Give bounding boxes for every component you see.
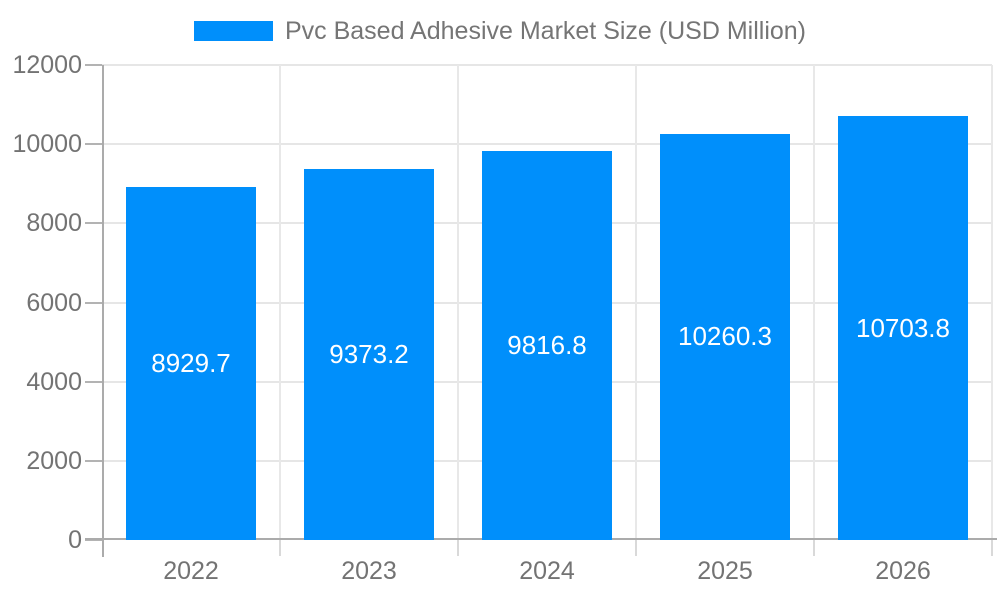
x-axis-label-2026: 2026 [875, 557, 931, 585]
y-tick-0 [85, 539, 102, 541]
x-tick-5 [991, 540, 993, 556]
y-tick-6000 [85, 301, 102, 304]
y-axis-line [102, 65, 104, 557]
bar-2022[interactable]: 8929.7 [126, 186, 256, 540]
bar-value-label: 9816.8 [507, 330, 587, 361]
y-tick-12000 [85, 64, 102, 66]
legend-label: Pvc Based Adhesive Market Size (USD Mill… [284, 16, 807, 45]
y-tick-8000 [85, 222, 102, 225]
legend-swatch-icon [193, 21, 273, 41]
x-axis-label-2023: 2023 [341, 557, 397, 585]
gridline-x-2 [457, 65, 459, 540]
y-tick-10000 [85, 143, 102, 146]
bar-2026[interactable]: 10703.8 [838, 116, 968, 540]
y-axis-label: 10000 [12, 130, 82, 159]
gridline-y-10000 [102, 143, 992, 146]
gridline-x-3 [635, 65, 637, 540]
x-axis-labels: 2022 2023 2024 2025 2026 [102, 553, 992, 589]
gridline-x-5 [991, 65, 993, 540]
y-axis-label: 6000 [26, 288, 82, 317]
y-tick-2000 [85, 459, 102, 462]
x-axis-label-2025: 2025 [697, 557, 753, 585]
plot-area: 8929.7 9373.2 9816.8 10260.3 10703.8 [85, 64, 997, 557]
chart-legend[interactable]: Pvc Based Adhesive Market Size (USD Mill… [0, 16, 1000, 46]
gridline-y-12000 [102, 64, 992, 66]
bar-value-label: 9373.2 [329, 338, 409, 369]
x-tick-4 [813, 540, 815, 556]
y-tick-4000 [85, 380, 102, 383]
y-axis-label: 4000 [26, 367, 82, 396]
bar-2025[interactable]: 10260.3 [660, 133, 790, 540]
x-axis-label-2022: 2022 [163, 557, 219, 585]
y-axis-label: 2000 [26, 446, 82, 475]
x-tick-2 [457, 540, 459, 556]
x-tick-1 [279, 540, 281, 556]
bar-2024[interactable]: 9816.8 [482, 151, 612, 540]
bar-2023[interactable]: 9373.2 [304, 168, 434, 540]
bar-value-label: 10260.3 [678, 321, 772, 352]
y-axis-label: 12000 [12, 51, 82, 79]
y-axis-label: 0 [68, 526, 82, 554]
bar-value-label: 8929.7 [151, 347, 231, 378]
bar-value-label: 10703.8 [856, 312, 950, 343]
y-axis-labels: 0 2000 4000 6000 8000 10000 12000 [0, 0, 82, 600]
y-axis-label: 8000 [26, 209, 82, 238]
gridline-x-1 [279, 65, 281, 540]
x-axis-label-2024: 2024 [519, 557, 575, 585]
gridline-x-4 [813, 65, 815, 540]
x-tick-3 [635, 540, 637, 556]
